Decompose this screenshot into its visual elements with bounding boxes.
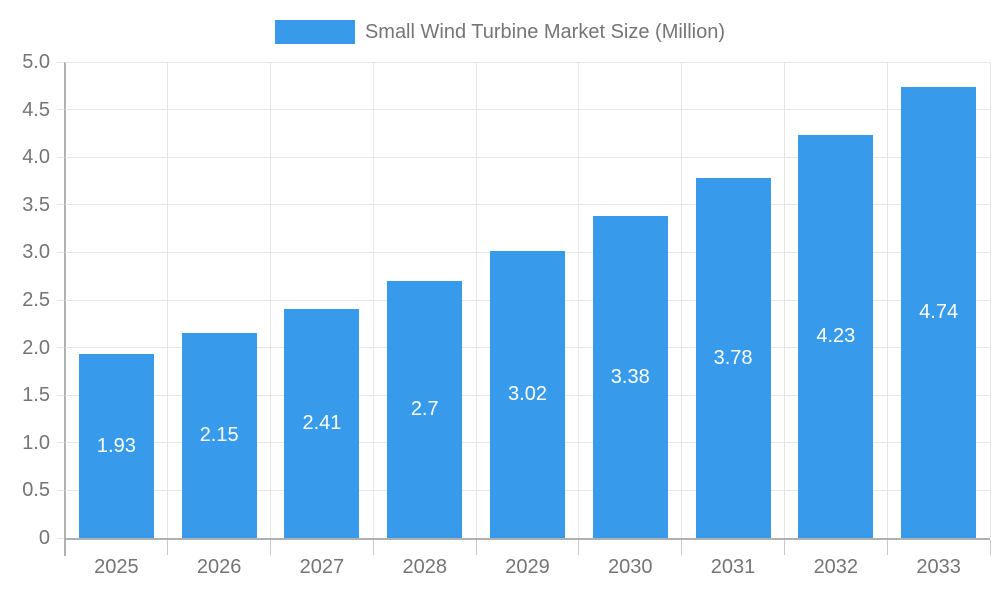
y-axis-line — [64, 62, 66, 556]
gridline — [578, 62, 580, 538]
bar-value-label: 3.78 — [713, 346, 753, 369]
y-axis-tick — [57, 251, 65, 253]
gridline — [65, 61, 990, 63]
bar-2027[interactable]: 2.41 — [284, 308, 360, 538]
bar-value-label: 3.38 — [610, 365, 650, 388]
bar-2025[interactable]: 1.93 — [78, 354, 154, 538]
x-axis-tick — [270, 540, 272, 555]
y-axis-tick — [57, 204, 65, 206]
x-axis-tick — [167, 540, 169, 555]
bar-value-label: 3.02 — [508, 382, 547, 405]
bar-2028[interactable]: 2.7 — [387, 280, 463, 538]
x-axis-tick — [989, 540, 991, 555]
gridline — [65, 109, 990, 111]
x-axis-label: 2026 — [196, 556, 242, 578]
y-axis-tick — [57, 442, 65, 444]
gridline — [681, 62, 683, 538]
gridline — [372, 62, 374, 538]
bar-2031[interactable]: 3.78 — [695, 178, 771, 538]
x-axis-labels: 2025 2026 2027 2028 2029 2030 2031 2032 2033 — [65, 554, 990, 584]
bar-2033[interactable]: 4.74 — [901, 86, 977, 538]
y-axis-label: 5.0 — [22, 51, 50, 73]
gridline — [989, 62, 991, 538]
bar-value-label: 2.41 — [302, 411, 342, 434]
gridline — [167, 62, 169, 538]
bar-2026[interactable]: 2.15 — [181, 333, 257, 538]
plot-area: 1.93 2.15 2.41 2.7 3.02 3.38 3.78 4.23 4.74 — [65, 61, 991, 538]
y-axis-label: 1.5 — [22, 384, 50, 407]
x-axis-label: 2030 — [608, 556, 653, 578]
gridline — [886, 62, 888, 538]
y-axis-label: 3.0 — [22, 241, 50, 264]
y-axis-label: 0 — [38, 527, 50, 549]
legend-label: Small Wind Turbine Market Size (Million) — [364, 21, 726, 43]
bar-2032[interactable]: 4.23 — [798, 135, 874, 538]
y-axis-label: 4.5 — [22, 98, 50, 121]
y-axis-label: 2.5 — [22, 289, 50, 311]
gridline — [65, 156, 990, 158]
bar-value-label: 2.7 — [410, 397, 439, 420]
y-axis-label: 2.0 — [22, 336, 50, 359]
x-axis-label: 2031 — [710, 556, 756, 578]
bar-2029[interactable]: 3.02 — [490, 250, 565, 538]
x-axis-label: 2033 — [916, 556, 961, 578]
bar-value-label: 2.15 — [199, 424, 239, 447]
y-axis-tick — [57, 489, 65, 491]
bar-value-label: 1.93 — [96, 434, 136, 457]
gridline — [783, 62, 785, 538]
bar-value-label: 4.23 — [816, 325, 856, 348]
gridline — [475, 62, 477, 538]
x-axis-tick — [783, 540, 785, 555]
y-axis-tick — [57, 347, 65, 349]
x-axis-label: 2027 — [299, 556, 345, 578]
y-axis-tick — [57, 61, 65, 63]
gridline — [65, 204, 990, 206]
x-axis-label: 2025 — [94, 556, 139, 578]
gridline — [270, 62, 272, 538]
y-axis-label: 0.5 — [22, 479, 50, 502]
y-axis-tick — [57, 299, 65, 301]
bar-value-label: 4.74 — [919, 300, 959, 323]
x-axis-tick — [372, 540, 374, 555]
x-axis-line — [65, 538, 990, 540]
x-axis-tick — [886, 540, 888, 555]
x-axis-tick — [578, 540, 580, 555]
y-axis-tick — [57, 394, 65, 396]
legend-swatch — [274, 20, 355, 44]
y-axis-tick — [57, 537, 65, 539]
y-axis-label: 3.5 — [22, 193, 50, 216]
x-axis-label: 2028 — [402, 556, 447, 578]
x-axis-tick — [475, 540, 477, 555]
x-axis-label: 2032 — [813, 556, 859, 578]
x-axis-label: 2029 — [505, 556, 550, 578]
bar-2030[interactable]: 3.38 — [592, 216, 668, 538]
y-axis-labels: 0 0.5 1.0 1.5 2.0 2.5 3.0 3.5 4.0 4.5 5.0 — [0, 51, 50, 549]
y-axis-tick — [57, 156, 65, 158]
legend[interactable]: Small Wind Turbine Market Size (Million) — [0, 19, 1000, 45]
y-axis-label: 4.0 — [22, 146, 50, 169]
y-axis-tick — [57, 109, 65, 111]
x-axis-tick — [681, 540, 683, 555]
y-axis-label: 1.0 — [22, 431, 50, 454]
